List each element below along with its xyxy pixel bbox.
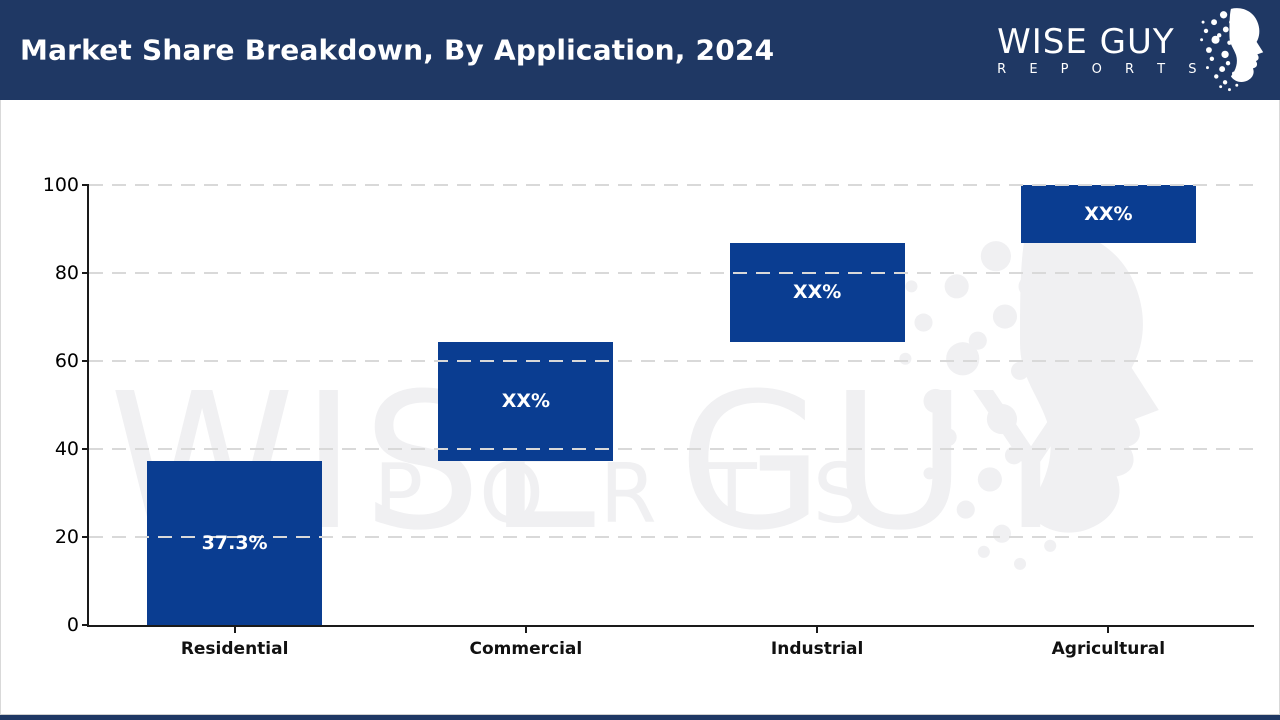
bar-industrial: [729, 242, 905, 342]
x-tickmark-industrial: [816, 625, 819, 633]
x-tick-label-industrial: Industrial: [770, 639, 864, 659]
x-tickmark-agricultural: [1107, 625, 1110, 633]
x-axis-spine: [87, 625, 1254, 627]
wise-guy-logo: WISE GUY R E P O R T S: [997, 0, 1268, 100]
y-tick-label-100: 100: [42, 174, 79, 196]
bar-value-label-industrial: XX%: [792, 281, 842, 304]
gridline-100: [89, 184, 1254, 186]
y-tick-label-0: 0: [66, 614, 79, 636]
y-tickmark-100: [82, 184, 89, 186]
bar-value-label-commercial: XX%: [501, 390, 551, 413]
y-tickmark-60: [82, 360, 89, 362]
footer-accent-bar: [0, 715, 1280, 720]
watermark-head-icon: [899, 228, 1159, 570]
y-tickmark-0: [82, 624, 89, 626]
gridline-20: [89, 536, 1254, 538]
header: Market Share Breakdown, By Application, …: [0, 0, 1280, 100]
logo-wordmark: WISE GUY: [997, 22, 1175, 62]
y-tickmark-20: [82, 536, 89, 538]
x-tickmark-residential: [233, 625, 236, 633]
logo-text: WISE GUY R E P O R T S: [997, 25, 1206, 77]
y-tickmark-40: [82, 448, 89, 450]
gridline-60: [89, 360, 1254, 362]
chart-region: WISE GUY REPORTS 0 20 40 60 80 100 37.3% Reside…: [0, 100, 1280, 715]
x-tickmark-commercial: [524, 625, 527, 633]
x-tick-label-residential: Residential: [180, 639, 289, 659]
y-tick-label-40: 40: [54, 438, 79, 460]
bar-value-label-agricultural: XX%: [1084, 202, 1133, 225]
logo-head-icon: [1200, 8, 1264, 92]
logo-subtitle: R E P O R T S: [997, 62, 1206, 77]
bar-value-label-residential: 37.3%: [201, 531, 268, 554]
gridline-80: [89, 272, 1254, 274]
bar-residential: [147, 460, 323, 625]
gridline-40: [89, 448, 1254, 450]
x-tick-label-agricultural: Agricultural: [1051, 639, 1166, 659]
y-axis-spine: [87, 185, 89, 627]
y-tickmark-80: [82, 272, 89, 274]
y-tick-label-80: 80: [54, 262, 79, 284]
y-tick-label-60: 60: [54, 350, 79, 372]
y-tick-label-20: 20: [54, 526, 79, 548]
page-title: Market Share Breakdown, By Application, …: [20, 33, 775, 67]
x-tick-label-commercial: Commercial: [469, 639, 583, 659]
